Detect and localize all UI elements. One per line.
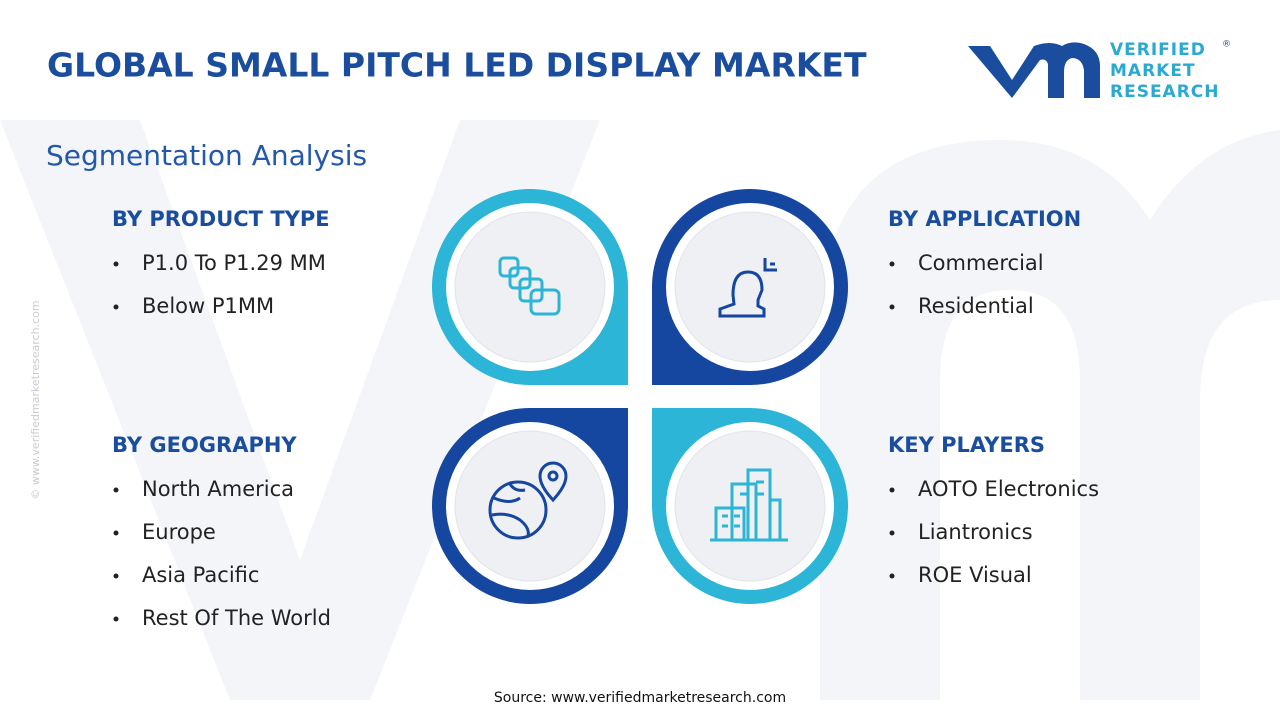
logo-registered: ® xyxy=(1222,40,1231,50)
logo-line: RESEARCH xyxy=(1110,82,1220,102)
segment-item: Europe xyxy=(142,520,216,544)
bullet xyxy=(113,573,119,579)
segment-item: Rest Of The World xyxy=(142,606,331,630)
icon-geography xyxy=(488,461,568,540)
watermark-text: © www.verifiedmarketresearch.com xyxy=(29,300,42,499)
segment-item: Residential xyxy=(918,294,1034,318)
bullet xyxy=(889,261,895,267)
segment-item: Commercial xyxy=(918,251,1044,275)
bullet xyxy=(889,530,895,536)
title: GLOBAL SMALL PITCH LED DISPLAY MARKET xyxy=(47,46,867,85)
bullet xyxy=(889,304,895,310)
logo-line: MARKET xyxy=(1110,61,1196,81)
segment-heading: KEY PLAYERS xyxy=(888,433,1045,457)
bullet xyxy=(889,487,895,493)
petals xyxy=(432,189,848,604)
logo-line: VERIFIED xyxy=(1110,40,1206,60)
bullet xyxy=(889,573,895,579)
source: Source: www.verifiedmarketresearch.com xyxy=(494,690,786,706)
bullet xyxy=(113,487,119,493)
segment-heading: BY APPLICATION xyxy=(888,207,1081,231)
segment-item: Asia Pacific xyxy=(142,563,259,587)
segment-item: Below P1MM xyxy=(142,294,274,318)
bullet xyxy=(113,304,119,310)
segment-item: P1.0 To P1.29 MM xyxy=(142,251,326,275)
bullet xyxy=(113,261,119,267)
logo-mark xyxy=(968,42,1100,98)
segment-item: North America xyxy=(142,477,294,501)
subtitle: Segmentation Analysis xyxy=(46,139,367,172)
bullet xyxy=(113,530,119,536)
icon-players xyxy=(710,468,788,542)
icon-product xyxy=(498,256,561,316)
bullet xyxy=(113,616,119,622)
segment-item: Liantronics xyxy=(918,520,1033,544)
segment-heading: BY PRODUCT TYPE xyxy=(112,207,330,231)
segment-item: AOTO Electronics xyxy=(918,477,1099,501)
icon-application xyxy=(718,258,777,318)
segment-item: ROE Visual xyxy=(918,563,1032,587)
segment-heading: BY GEOGRAPHY xyxy=(112,433,297,457)
icons xyxy=(488,256,788,542)
logo: VERIFIED MARKET RESEARCH ® xyxy=(968,40,1231,102)
